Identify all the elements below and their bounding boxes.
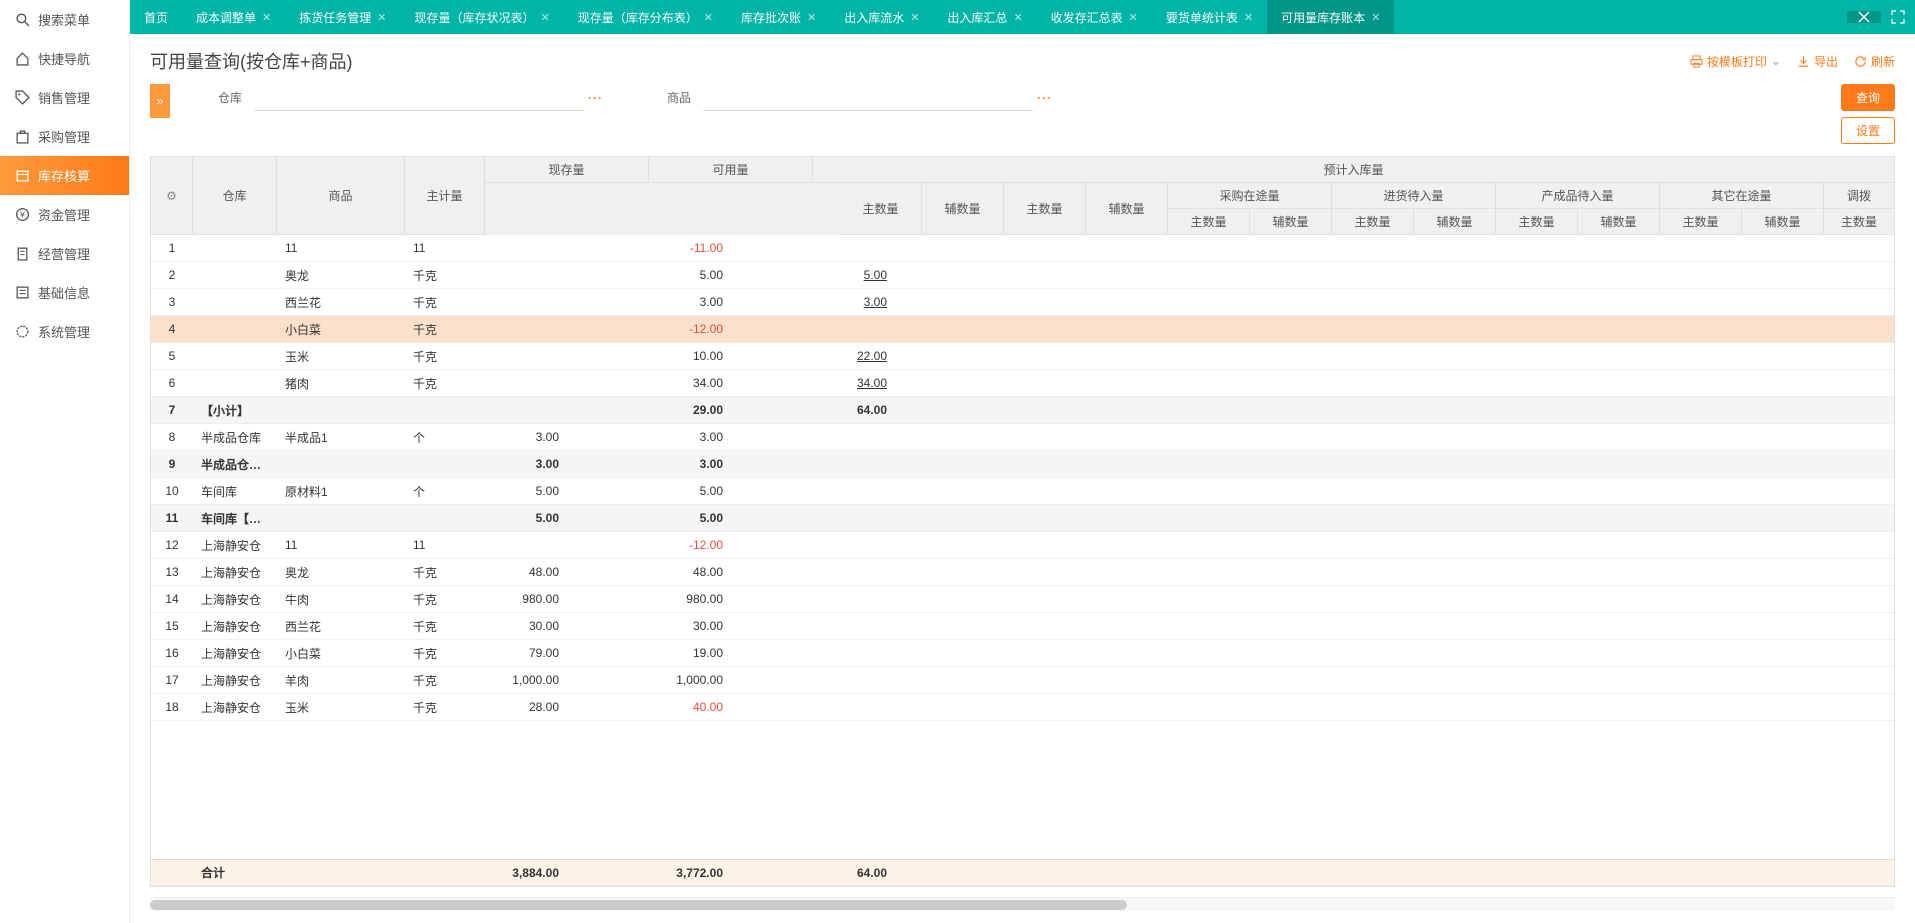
table-row[interactable]: 17上海静安仓羊肉千克1,000.001,000.00 [151,667,1894,694]
col-group-receipt: 进货待入量 [1332,183,1496,209]
table-row[interactable]: 4小白菜千克-12.00 [151,316,1894,343]
col-group-purchase: 采购在途量 [1168,183,1332,209]
table-row[interactable]: 11车间库【小...5.005.00 [151,505,1894,532]
tab[interactable]: 出入库汇总✕ [933,0,1036,34]
col-group-finished: 产成品待入量 [1496,183,1660,209]
table-row[interactable]: 13上海静安仓奥龙千克48.0048.00 [151,559,1894,586]
table-row[interactable]: 15上海静安仓西兰花千克30.0030.00 [151,613,1894,640]
table-row[interactable]: 6猪肉千克34.0034.00 [151,370,1894,397]
close-icon[interactable]: ✕ [541,11,550,24]
print-button[interactable]: 按模板打印 ⌄ [1690,53,1781,70]
col-cur-aux[interactable]: 辅数量 [922,183,1004,235]
col-group-transfer: 调拨 [1824,183,1894,209]
close-icon[interactable]: ✕ [910,11,919,24]
table-row[interactable]: 9半成品仓库...3.003.00 [151,451,1894,478]
tab[interactable]: 出入库流水✕ [830,0,933,34]
sidebar-item-info[interactable]: 基础信息 [0,273,129,312]
table-row[interactable]: 8半成品仓库半成品1个3.003.00 [151,424,1894,451]
tab-fullscreen[interactable] [1881,10,1915,24]
col-cur-main[interactable]: 主数量 [840,183,922,235]
chevron-down-icon: ⌄ [1771,54,1781,68]
product-picker[interactable]: ··· [1037,91,1052,105]
col-avail-main[interactable]: 主数量 [1004,183,1086,235]
tab[interactable]: 成本调整单✕ [182,0,285,34]
sidebar-item-clipboard[interactable]: 经营管理 [0,234,129,273]
horizontal-scrollbar[interactable] [150,897,1895,911]
money-icon: ¥ [14,207,30,223]
tab-close-all[interactable] [1847,11,1881,23]
gear-icon[interactable]: ⚙ [151,157,193,235]
sidebar: 搜索菜单快捷导航销售管理采购管理库存核算¥资金管理经营管理基础信息系统管理 [0,0,130,923]
col-avail-aux[interactable]: 辅数量 [1086,183,1168,235]
table-row[interactable]: 10车间库原材料1个5.005.00 [151,478,1894,505]
export-button[interactable]: 导出 [1797,53,1838,70]
table-row[interactable]: 16上海静安仓小白菜千克79.0019.00 [151,640,1894,667]
table-row[interactable]: 5玉米千克10.0022.00 [151,343,1894,370]
tab-bar: 首页成本调整单✕拣货任务管理✕现存量（库存状况表）✕现存量（库存分布表）✕库存批… [130,0,1915,34]
close-icon[interactable]: ✕ [262,11,271,24]
table-row[interactable]: 7【小计】29.0064.00 [151,397,1894,424]
svg-text:¥: ¥ [19,210,25,220]
refresh-button[interactable]: 刷新 [1854,53,1895,70]
col-group-other: 其它在途量 [1660,183,1824,209]
tab[interactable]: 首页 [130,0,182,34]
table-row[interactable]: 12上海静安仓1111-12.00 [151,532,1894,559]
table-row[interactable]: 3西兰花千克3.003.00 [151,289,1894,316]
table-row[interactable]: 11111-11.00 [151,235,1894,262]
col-warehouse[interactable]: 仓库 [193,157,277,235]
table-row[interactable]: 2奥龙千克5.005.00 [151,262,1894,289]
tab[interactable]: 现存量（库存状况表）✕ [400,0,563,34]
col-group-expected: 预计入库量 [813,157,1894,183]
warehouse-input[interactable] [254,84,584,111]
table-row[interactable]: 18上海静安仓玉米千克28.0040.00 [151,694,1894,721]
filter-expand-toggle[interactable]: » [150,84,170,118]
tab[interactable]: 库存批次账✕ [727,0,830,34]
tab[interactable]: 可用量库存账本✕ [1267,0,1394,34]
sidebar-item-bag[interactable]: 采购管理 [0,117,129,156]
clipboard-icon [14,246,30,262]
sidebar-item-home[interactable]: 快捷导航 [0,39,129,78]
sidebar-item-tag[interactable]: 销售管理 [0,78,129,117]
sidebar-item-gear[interactable]: 系统管理 [0,312,129,351]
close-icon[interactable]: ✕ [1371,11,1380,24]
col-product[interactable]: 商品 [277,157,405,235]
warehouse-label: 仓库 [194,89,242,106]
box-icon [14,168,30,184]
product-input[interactable] [703,84,1033,111]
settings-button[interactable]: 设置 [1841,117,1895,144]
data-table: ⚙ 仓库 商品 主计量 现存量 可用量 预计入库量 主数量 辅数量 主数量 辅数… [150,156,1895,887]
col-group-current: 现存量 [485,157,649,183]
search-icon [14,12,30,28]
tab[interactable]: 收发存汇总表✕ [1037,0,1152,34]
gear-icon [14,324,30,340]
sidebar-item-money[interactable]: ¥资金管理 [0,195,129,234]
home-icon [14,51,30,67]
close-icon[interactable]: ✕ [1244,11,1253,24]
close-icon[interactable]: ✕ [377,11,386,24]
close-icon[interactable]: ✕ [807,11,816,24]
table-row[interactable]: 14上海静安仓牛肉千克980.00980.00 [151,586,1894,613]
tab[interactable]: 要货单统计表✕ [1152,0,1267,34]
total-row: 合计 3,884.00 3,772.00 64.00 [151,859,1894,886]
info-icon [14,285,30,301]
sidebar-item-box[interactable]: 库存核算 [0,156,129,195]
close-icon[interactable]: ✕ [704,11,713,24]
product-label: 商品 [643,89,691,106]
sidebar-item-search[interactable]: 搜索菜单 [0,0,129,39]
query-button[interactable]: 查询 [1841,84,1895,111]
tag-icon [14,90,30,106]
tab[interactable]: 现存量（库存分布表）✕ [564,0,727,34]
tab[interactable]: 拣货任务管理✕ [285,0,400,34]
col-unit[interactable]: 主计量 [405,157,485,235]
close-icon[interactable]: ✕ [1129,11,1138,24]
col-group-available: 可用量 [649,157,813,183]
close-icon[interactable]: ✕ [1013,11,1022,24]
warehouse-picker[interactable]: ··· [588,91,603,105]
page-title: 可用量查询(按仓库+商品) [150,48,353,74]
bag-icon [14,129,30,145]
